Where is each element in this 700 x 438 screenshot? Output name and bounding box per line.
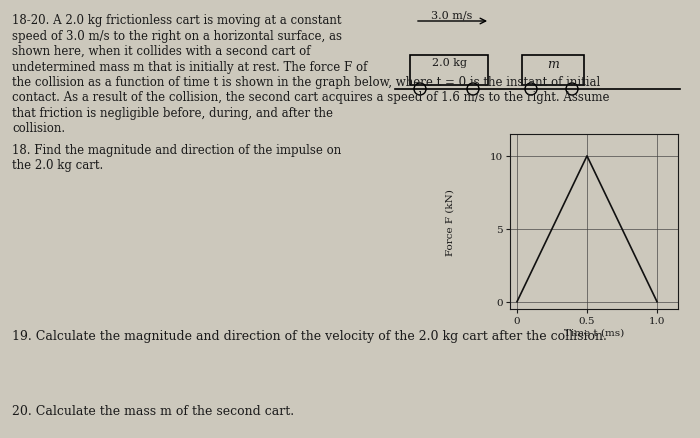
Text: the 2.0 kg cart.: the 2.0 kg cart. (12, 159, 104, 172)
Text: shown here, when it collides with a second cart of: shown here, when it collides with a seco… (12, 45, 311, 58)
Text: m: m (547, 58, 559, 71)
Text: 18. Find the magnitude and direction of the impulse on: 18. Find the magnitude and direction of … (12, 144, 342, 157)
Text: that friction is negligible before, during, and after the: that friction is negligible before, duri… (12, 107, 333, 120)
Text: contact. As a result of the collision, the second cart acquires a speed of 1.6 m: contact. As a result of the collision, t… (12, 91, 610, 104)
Text: 18-20. A 2.0 kg frictionless cart is moving at a constant: 18-20. A 2.0 kg frictionless cart is mov… (12, 14, 342, 27)
Text: collision.: collision. (12, 122, 65, 135)
Text: speed of 3.0 m/s to the right on a horizontal surface, as: speed of 3.0 m/s to the right on a horiz… (12, 29, 342, 42)
Text: 20. Calculate the mass m of the second cart.: 20. Calculate the mass m of the second c… (12, 404, 294, 417)
Text: undetermined mass m that is initially at rest. The force F of: undetermined mass m that is initially at… (12, 60, 368, 73)
Text: 19. Calculate the magnitude and direction of the velocity of the 2.0 kg cart aft: 19. Calculate the magnitude and directio… (12, 329, 607, 342)
Text: 3.0 m/s: 3.0 m/s (431, 10, 472, 20)
Text: 2.0 kg: 2.0 kg (431, 58, 466, 68)
Text: Force F (kN): Force F (kN) (446, 189, 455, 255)
X-axis label: Time t (ms): Time t (ms) (564, 328, 624, 337)
Text: the collision as a function of time t is shown in the graph below, where t = 0 i: the collision as a function of time t is… (12, 76, 601, 89)
